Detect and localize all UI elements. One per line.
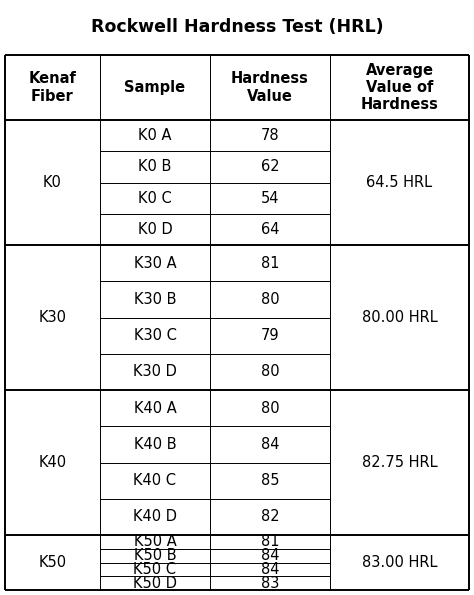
Text: Sample: Sample	[125, 80, 185, 95]
Text: K40 C: K40 C	[134, 473, 176, 488]
Text: 84: 84	[261, 548, 279, 563]
Text: 80: 80	[261, 292, 279, 307]
Text: K50 C: K50 C	[134, 562, 176, 577]
Text: 83.00 HRL: 83.00 HRL	[362, 555, 437, 570]
Text: Kenaf
Fiber: Kenaf Fiber	[28, 71, 76, 104]
Text: K40 B: K40 B	[134, 437, 176, 452]
Text: K0 B: K0 B	[138, 159, 172, 174]
Text: K50 B: K50 B	[134, 548, 176, 563]
Text: 84: 84	[261, 437, 279, 452]
Text: K0 D: K0 D	[137, 222, 173, 237]
Text: 82.75 HRL: 82.75 HRL	[362, 455, 438, 470]
Text: K0 A: K0 A	[138, 128, 172, 143]
Text: 82: 82	[261, 509, 279, 524]
Text: K40 A: K40 A	[134, 400, 176, 416]
Text: 78: 78	[261, 128, 279, 143]
Text: 81: 81	[261, 256, 279, 271]
Text: K50 A: K50 A	[134, 534, 176, 549]
Text: K30 D: K30 D	[133, 364, 177, 380]
Text: Average
Value of
Hardness: Average Value of Hardness	[361, 62, 438, 112]
Text: 80: 80	[261, 364, 279, 380]
Text: 80: 80	[261, 400, 279, 416]
Text: K30 C: K30 C	[134, 328, 176, 343]
Text: K40 D: K40 D	[133, 509, 177, 524]
Text: K30 A: K30 A	[134, 256, 176, 271]
Text: 64.5 HRL: 64.5 HRL	[366, 175, 433, 190]
Text: 79: 79	[261, 328, 279, 343]
Text: 64: 64	[261, 222, 279, 237]
Text: K0 C: K0 C	[138, 190, 172, 206]
Text: K50: K50	[38, 555, 66, 570]
Text: K50 D: K50 D	[133, 575, 177, 591]
Text: 85: 85	[261, 473, 279, 488]
Text: K30: K30	[38, 310, 66, 325]
Text: 54: 54	[261, 190, 279, 206]
Text: K0: K0	[43, 175, 62, 190]
Text: Rockwell Hardness Test (HRL): Rockwell Hardness Test (HRL)	[91, 18, 383, 36]
Text: 62: 62	[261, 159, 279, 174]
Text: 83: 83	[261, 575, 279, 591]
Text: 80.00 HRL: 80.00 HRL	[362, 310, 438, 325]
Text: Hardness
Value: Hardness Value	[231, 71, 309, 104]
Text: 84: 84	[261, 562, 279, 577]
Text: 81: 81	[261, 534, 279, 549]
Text: K30 B: K30 B	[134, 292, 176, 307]
Text: K40: K40	[38, 455, 66, 470]
